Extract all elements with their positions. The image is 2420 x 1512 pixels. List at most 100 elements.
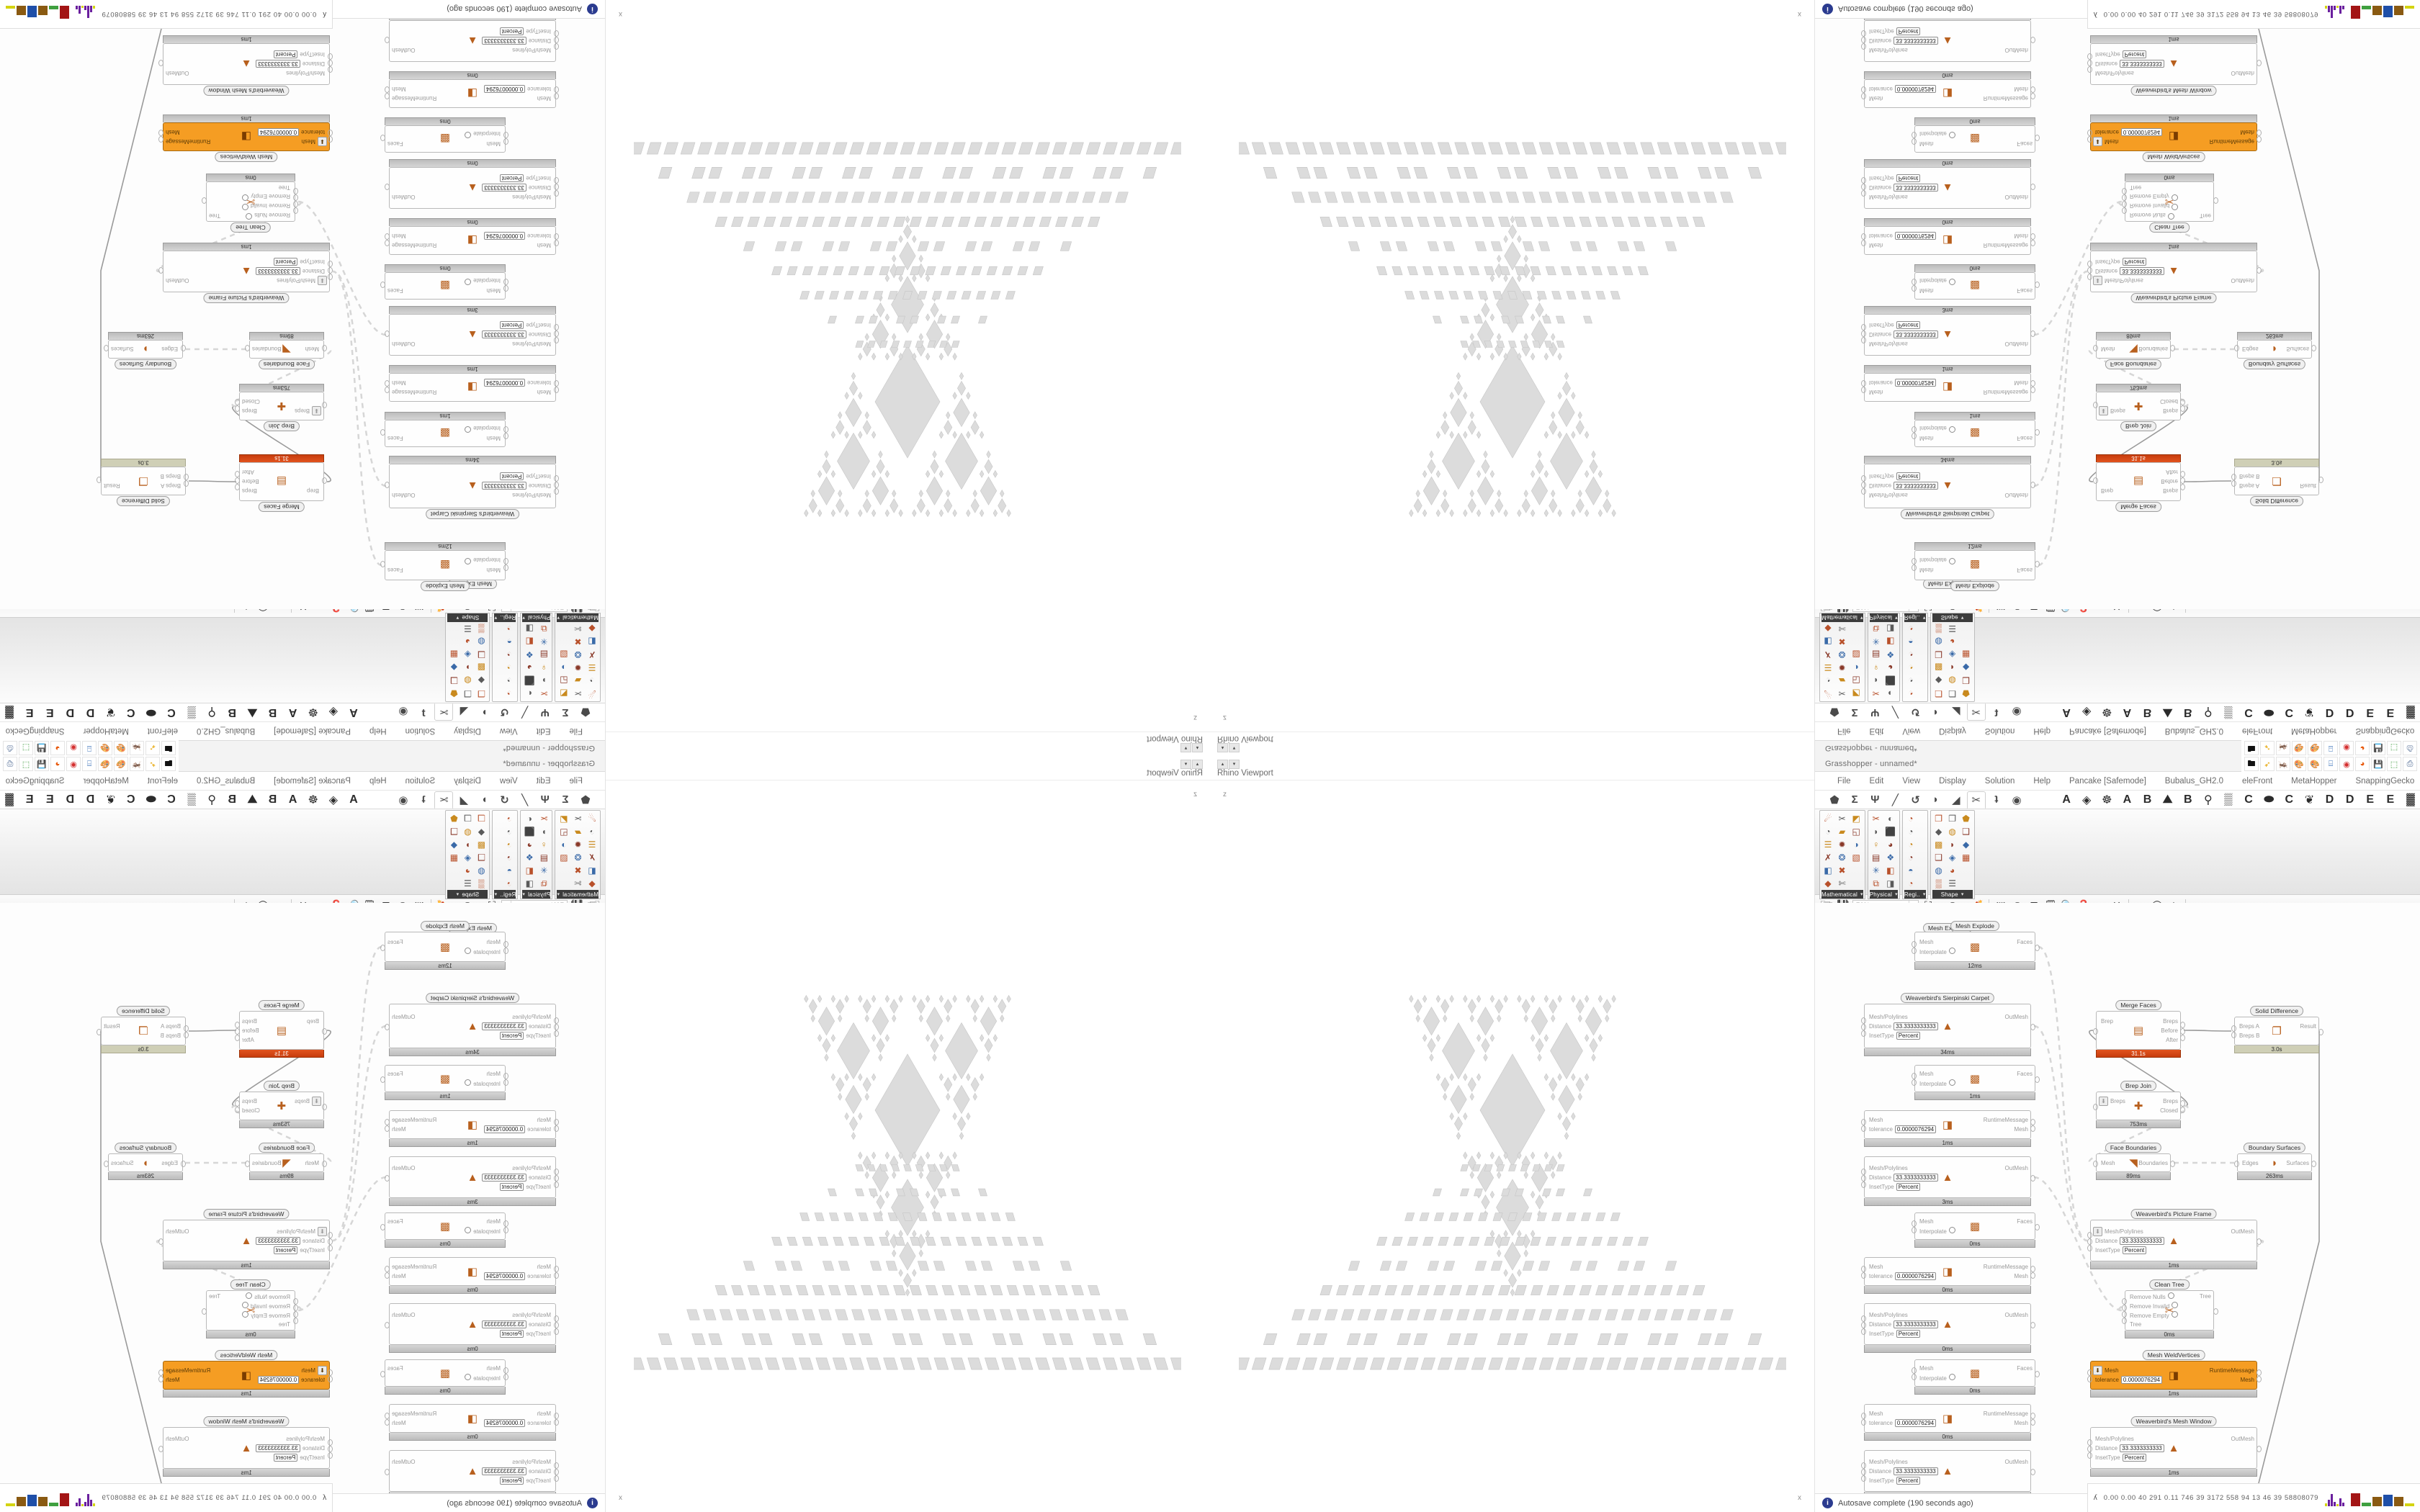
param-pin[interactable]: [328, 267, 333, 274]
component-input-param[interactable]: Mesh/Polylines: [510, 492, 553, 499]
param-pin[interactable]: [385, 233, 390, 240]
ribbon-component-icon[interactable]: ✂: [1872, 813, 1880, 824]
param-pin[interactable]: [2030, 1413, 2035, 1419]
component-input-param[interactable]: Mesh: [484, 435, 503, 441]
param-pin[interactable]: [328, 1445, 333, 1452]
component-input-param[interactable]: Interpolate: [465, 130, 503, 138]
component-input-param[interactable]: Interpolate: [1917, 425, 1955, 433]
component-input-param[interactable]: Edges: [2240, 1160, 2261, 1166]
component-input-value[interactable]: Percent: [1896, 1329, 1921, 1338]
viewport-canvas[interactable]: z x: [606, 0, 1210, 732]
file-explorer-icon[interactable]: 🖿: [161, 757, 176, 771]
ribbon-component-icon[interactable]: ❑: [1935, 649, 1943, 660]
component-input-param[interactable]: Mesh/Polylines: [1867, 341, 1910, 348]
ribbon-panel-physical[interactable]: ✂ ◗ ♀ ▤ ✳ ⧉ ◐ ⬛ ◕ ❖ ◧ ◨ Physical ▾: [1867, 613, 1900, 702]
component-input-param[interactable]: InsetTypePercent: [499, 321, 553, 330]
param-pin[interactable]: [380, 1223, 385, 1230]
gh-component-clean-tree[interactable]: Clean Tree Remove Nulls Tree Remove Invalid…: [2122, 174, 2218, 233]
component-output-param[interactable]: Surfaces: [2286, 1159, 2309, 1166]
component-input-param[interactable]: Mesh/Polylines: [1867, 194, 1910, 201]
param-flatten-icon[interactable]: ⬇: [318, 276, 327, 286]
ribbon-component-icon[interactable]: ◐: [1888, 688, 1894, 699]
param-pin[interactable]: [554, 380, 559, 387]
component-output-param[interactable]: Faces: [2017, 140, 2033, 147]
component-input-param[interactable]: Mesh: [302, 346, 321, 353]
param-pin[interactable]: [2030, 93, 2035, 99]
addon-tab-a2[interactable]: ◈: [328, 706, 338, 719]
vector-tab[interactable]: ╱: [521, 706, 529, 719]
component-body[interactable]: Mesh Faces Interpolate ▩: [380, 1065, 508, 1092]
ribbon-component-icon[interactable]: ◆: [1824, 878, 1832, 888]
addon-tab-b1[interactable]: B: [2143, 706, 2152, 719]
param-flatten-icon[interactable]: ⬇: [318, 1366, 327, 1375]
param-pin[interactable]: [554, 184, 559, 191]
gh-component-clean-tree[interactable]: Clean Tree Remove Nulls Tree Remove Invalid…: [202, 174, 298, 233]
param-pin[interactable]: [2030, 1321, 2035, 1328]
grasshopper-menubar[interactable]: File Edit View Display Solution Help Pancake […: [1815, 772, 2420, 791]
component-output-param[interactable]: Mesh: [392, 379, 406, 386]
param-pin[interactable]: [385, 1468, 390, 1475]
addon-tab-c1[interactable]: C: [167, 793, 176, 806]
ribbon-component-icon[interactable]: ✗: [588, 852, 596, 863]
param-pin[interactable]: [2180, 1034, 2185, 1041]
ribbon-component-icon[interactable]: ◆: [1824, 624, 1832, 634]
param-pin[interactable]: [554, 1119, 559, 1125]
component-input-param[interactable]: Tree: [2128, 184, 2143, 191]
component-input-value[interactable]: Percent: [1896, 1182, 1921, 1191]
menu-item-snappinggecko[interactable]: SnappingGecko: [2355, 776, 2415, 786]
component-input-value[interactable]: 33.3333333333: [256, 1444, 300, 1452]
gh-component-face-boundaries[interactable]: Face Boundaries Mesh Boundaries ◥ 89ms: [245, 1143, 327, 1180]
component-output-param[interactable]: Mesh: [2014, 1420, 2028, 1426]
addon-tab-b5[interactable]: ▒: [2224, 793, 2233, 806]
addon-tab-d1[interactable]: D: [86, 793, 95, 806]
addon-tab-c2[interactable]: ⬬: [2264, 793, 2275, 806]
ribbon-panel-group[interactable]: ☄ ◔ ☰ ✗ ◧ ◆ ✂ ▰ ✹ ❂ ✖ ✄ ◩ ◱ ◑ ▧ Mathematical ▾ ✂ ◗ ♀ ▤ ✳ ⧉ ◐ ⬛ ◕ ❖ ◧…: [1819, 613, 1975, 702]
ribbon-component-icon[interactable]: ◗: [1873, 826, 1879, 837]
menu-item-bubalus-gh2-0[interactable]: Bubalus_GH2.0: [197, 726, 256, 736]
component-output-param[interactable]: After: [242, 469, 254, 476]
param-pin[interactable]: [1861, 380, 1866, 387]
param-pin[interactable]: [2257, 136, 2262, 143]
component-input-param[interactable]: Breps B: [158, 1032, 183, 1039]
param-pin[interactable]: [554, 488, 559, 495]
ribbon-component-icon[interactable]: ❂: [574, 649, 582, 660]
param-pin[interactable]: [2231, 474, 2236, 480]
panel-expand-icon[interactable]: ▾: [557, 892, 560, 897]
viewport-arrow-right[interactable]: ▾: [1229, 743, 1240, 753]
boolean-toggle[interactable]: [2172, 1302, 2179, 1308]
gh-component-wb-mesh-window[interactable]: Weaverbird's Mesh Window Mesh/Polylines Ou…: [158, 35, 333, 96]
component-body[interactable]: Brep Breps Before After ▤: [235, 462, 327, 501]
component-input-param[interactable]: tolerance0.0000076294: [257, 128, 327, 136]
maths-tab[interactable]: Σ: [1851, 706, 1858, 719]
param-pin[interactable]: [2170, 1160, 2175, 1167]
ribbon-component-icon[interactable]: ◔: [506, 826, 512, 837]
boolean-toggle[interactable]: [465, 558, 472, 564]
ribbon-component-icon[interactable]: ✖: [574, 865, 582, 876]
red-badge-icon[interactable]: ◉: [66, 757, 81, 771]
component-input-param[interactable]: Mesh: [1917, 1071, 1936, 1077]
surface-tab[interactable]: ◗: [480, 706, 488, 719]
component-body[interactable]: Mesh Faces Interpolate ▩: [380, 125, 508, 153]
ribbon-component-icon[interactable]: ♀: [540, 839, 547, 850]
param-pin[interactable]: [322, 477, 327, 485]
rhino-icon[interactable]: ➶: [2260, 757, 2275, 771]
transform-tab[interactable]: ʇ: [421, 706, 426, 719]
panel-expand-icon[interactable]: ▾: [456, 615, 460, 620]
component-input-param[interactable]: Mesh/Polylines: [510, 194, 553, 201]
component-output-param[interactable]: RuntimeMessage: [1983, 389, 2028, 395]
param-pin[interactable]: [380, 135, 385, 142]
grasshopper-icon[interactable]: 🦗: [130, 757, 144, 771]
param-pin[interactable]: [554, 387, 559, 393]
component-input-param[interactable]: Remove Invalid: [2128, 1302, 2179, 1310]
firefox-icon[interactable]: ◕: [50, 757, 65, 771]
maths-tab[interactable]: Σ: [562, 793, 569, 806]
display-tab[interactable]: ◉: [398, 793, 408, 806]
